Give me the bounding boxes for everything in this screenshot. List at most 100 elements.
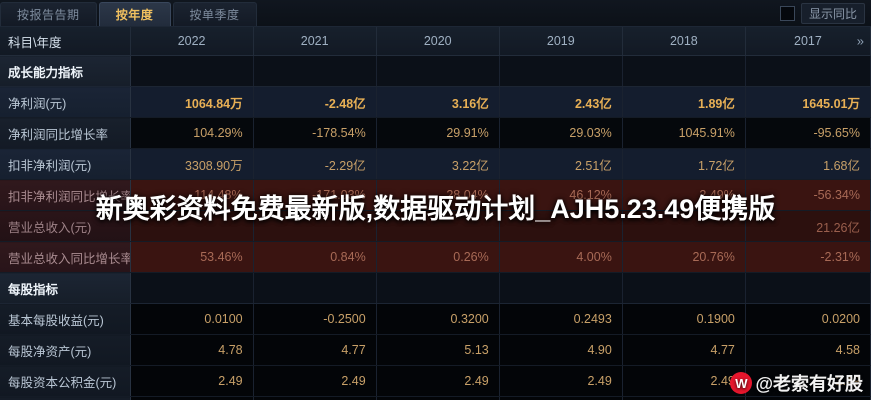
cell-2018: 2.49% — [622, 179, 746, 211]
cell-2022 — [130, 272, 254, 304]
cell-2020: 2.49 — [376, 365, 500, 397]
cell-2019: 2.51亿 — [499, 148, 623, 180]
cell-2018: 1.89亿 — [622, 86, 746, 118]
cell-2022: 4.78 — [130, 334, 254, 366]
cell-2020: 0.3200 — [376, 303, 500, 335]
table-row: 扣非净利润(元) 3308.90万 -2.29亿 3.22亿 2.51亿 1.72亿 1.6… — [0, 148, 871, 180]
cell-2021 — [253, 55, 377, 87]
row-label: 每股资本公积金(元) — [0, 365, 131, 397]
cell-2017: -56.34% — [745, 179, 871, 211]
table-row: 扣非净利润同比增长率 114.48% -171.03% 28.04% 46.12% 2.4… — [0, 179, 871, 211]
cell-2018 — [622, 210, 746, 242]
row-label: 扣非净利润同比增长率 — [0, 179, 131, 211]
cell-2017: 1.68亿 — [745, 148, 871, 180]
table-row: 每股资本公积金(元) 2.49 2.49 2.49 2.49 2.49 2.49 — [0, 365, 871, 397]
cell-2017: 21.26亿 — [745, 210, 871, 242]
cell-2019 — [499, 272, 623, 304]
row-label: 净利润(元) — [0, 86, 131, 118]
cell-2019: 2.49 — [499, 365, 623, 397]
cell-2022: 114.48% — [130, 179, 254, 211]
cell-2022: 104.29% — [130, 117, 254, 149]
cell-2019: 0.2493 — [499, 303, 623, 335]
cell-2018: 0.1900 — [622, 303, 746, 335]
cell-2018: 2.49 — [622, 365, 746, 397]
cell-2022: 2.49 — [130, 365, 254, 397]
row-label: 基本每股收益(元) — [0, 303, 131, 335]
cell-2020 — [376, 55, 500, 87]
cell-2022: 0.88 — [130, 396, 254, 400]
table-header-row: 科目\年度 2022 2021 2020 2019 2018 2017 » — [0, 27, 871, 56]
row-label: 成长能力指标 — [0, 55, 131, 87]
cell-2019 — [499, 210, 623, 242]
cell-2021: -178.54% — [253, 117, 377, 149]
cell-2017: 0.76 — [745, 396, 871, 400]
show-yoy-checkbox[interactable] — [779, 6, 795, 21]
table-row: 营业总收入(元) 21.26亿 — [0, 210, 871, 242]
cell-2018: 1.72亿 — [622, 148, 746, 180]
row-label: 营业总收入(元) — [0, 210, 131, 242]
header-year-2017-label: 2017 — [794, 34, 822, 48]
cell-2020 — [376, 272, 500, 304]
table-header: 科目\年度 2022 2021 2020 2019 2018 2017 » — [0, 27, 871, 56]
cell-2021: 2.49 — [253, 365, 377, 397]
cell-2019: 4.00% — [499, 241, 623, 273]
cell-2017: 0.0200 — [745, 303, 871, 335]
header-year-2022[interactable]: 2022 — [130, 27, 254, 56]
financial-data-table: 科目\年度 2022 2021 2020 2019 2018 2017 » 成长… — [0, 27, 871, 400]
cell-2019: 2.43亿 — [499, 86, 623, 118]
cell-2019: 1.04 — [499, 396, 623, 400]
cell-2020: 29.91% — [376, 117, 500, 149]
header-year-2021[interactable]: 2021 — [253, 27, 377, 56]
cell-2020: 3.22亿 — [376, 148, 500, 180]
cell-2020: 0.26% — [376, 241, 500, 273]
header-year-2019[interactable]: 2019 — [499, 27, 623, 56]
cell-2021: 0.87 — [253, 396, 377, 400]
cell-2018 — [622, 55, 746, 87]
cell-2021: -2.48亿 — [253, 86, 377, 118]
header-year-2017[interactable]: 2017 » — [745, 27, 871, 56]
cell-2022: 0.0100 — [130, 303, 254, 335]
table-row: 净利润(元) 1064.84万 -2.48亿 3.16亿 2.43亿 1.89亿 1645.… — [0, 86, 871, 118]
cell-2018 — [622, 272, 746, 304]
cell-2017: 4.58 — [745, 334, 871, 366]
next-page-chevron-icon[interactable]: » — [856, 33, 864, 49]
tab-by-report-period[interactable]: 按报告告期 — [0, 2, 97, 26]
cell-2017: 2.49 — [745, 365, 871, 397]
toolbar-right: 显示同比 — [779, 3, 865, 24]
cell-2018: 0.93 — [622, 396, 746, 400]
header-year-2020[interactable]: 2020 — [376, 27, 500, 56]
header-year-2018[interactable]: 2018 — [622, 27, 746, 56]
cell-2019: 46.12% — [499, 179, 623, 211]
cell-2017: -95.65% — [745, 117, 871, 149]
cell-2017 — [745, 272, 871, 304]
show-yoy-label[interactable]: 显示同比 — [800, 3, 865, 24]
cell-2019: 4.90 — [499, 334, 623, 366]
row-label: 净利润同比增长率 — [0, 117, 131, 149]
tab-by-quarter[interactable]: 按单季度 — [172, 2, 257, 26]
row-label: 营业总收入同比增长率 — [0, 241, 131, 273]
tab-by-year[interactable]: 按年度 — [98, 2, 171, 26]
cell-2017: -2.31% — [745, 241, 871, 273]
cell-2022: 3308.90万 — [130, 148, 254, 180]
cell-2019: 29.03% — [499, 117, 623, 149]
cell-2018: 1045.91% — [622, 117, 746, 149]
cell-2022: 53.46% — [130, 241, 254, 273]
cell-2022 — [130, 55, 254, 87]
cell-2020: 28.04% — [376, 179, 500, 211]
cell-2021 — [253, 210, 377, 242]
cell-2021: -171.03% — [253, 179, 377, 211]
table-row: 基本每股收益(元) 0.0100 -0.2500 0.3200 0.2493 0.1900… — [0, 303, 871, 335]
table-row: 每股未分配利润(元)0.880.871.231.040.930.76 — [0, 396, 871, 400]
row-label: 每股未分配利润(元) — [0, 396, 131, 400]
cell-2021: 4.77 — [253, 334, 377, 366]
cell-2018: 4.77 — [622, 334, 746, 366]
table-row: 每股净资产(元) 4.78 4.77 5.13 4.90 4.77 4.58 — [0, 334, 871, 366]
cell-2018: 20.76% — [622, 241, 746, 273]
row-label: 扣非净利润(元) — [0, 148, 131, 180]
cell-2017: 1645.01万 — [745, 86, 871, 118]
cell-2022 — [130, 210, 254, 242]
cell-2019 — [499, 55, 623, 87]
cell-2021: -2.29亿 — [253, 148, 377, 180]
row-label: 每股净资产(元) — [0, 334, 131, 366]
